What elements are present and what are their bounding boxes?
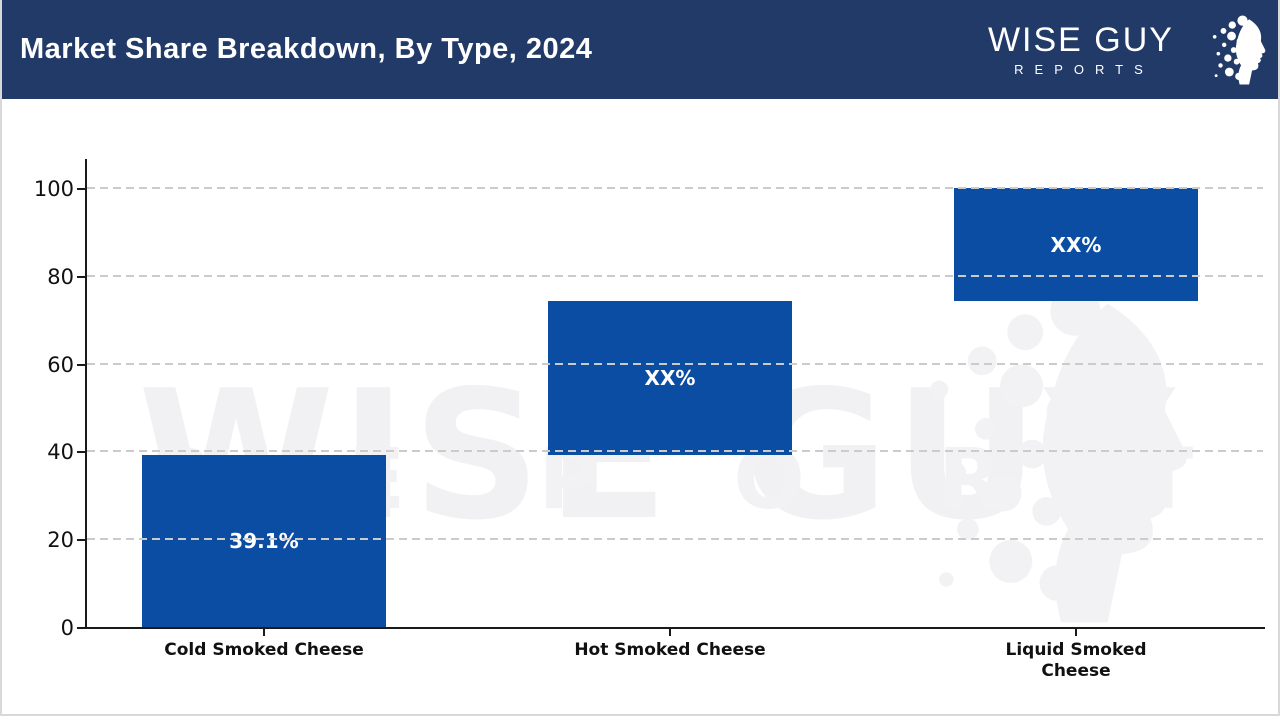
logo-subtitle: REPORTS bbox=[1014, 62, 1154, 77]
x-tick-mark bbox=[263, 629, 265, 636]
bar-value-label: 39.1% bbox=[229, 529, 299, 554]
header: Market Share Breakdown, By Type, 2024 WI… bbox=[0, 0, 1280, 99]
y-tick-label: 20 bbox=[47, 528, 74, 553]
y-tick-label: 60 bbox=[47, 352, 74, 377]
y-tick-mark bbox=[77, 451, 85, 454]
y-tick-mark bbox=[77, 539, 85, 542]
y-axis bbox=[85, 159, 87, 629]
bar-value-label: XX% bbox=[1050, 232, 1102, 257]
y-tick-label: 40 bbox=[47, 440, 74, 465]
logo-text: WISE GUY REPORTS bbox=[988, 23, 1174, 76]
plot-area: 39.1% XX% XX% 0 20 40 60 80 100 Cold Smoked Chees… bbox=[0, 99, 1280, 714]
x-tick-mark bbox=[669, 629, 671, 636]
x-tick-label: Liquid Smoked Cheese bbox=[1005, 640, 1147, 682]
y-tick-label: 80 bbox=[47, 264, 74, 289]
page-title: Market Share Breakdown, By Type, 2024 bbox=[20, 33, 593, 65]
y-tick-mark bbox=[77, 627, 85, 629]
wise-guy-reports-logo: WISE GUY REPORTS bbox=[988, 8, 1280, 92]
gridline-y80 bbox=[87, 274, 1263, 277]
y-tick-mark bbox=[77, 363, 85, 366]
watermark-face-dots bbox=[930, 285, 1187, 623]
logo-name: WISE GUY bbox=[987, 21, 1174, 59]
y-tick-mark bbox=[77, 188, 85, 190]
y-tick-mark bbox=[77, 275, 85, 278]
gridline-y60 bbox=[87, 362, 1263, 365]
gridline-y20 bbox=[87, 538, 1263, 541]
x-tick-label: Hot Smoked Cheese bbox=[574, 640, 766, 660]
x-tick-label: Cold Smoked Cheese bbox=[164, 640, 364, 660]
bar-3 bbox=[954, 188, 1198, 302]
y-tick-label: 0 bbox=[60, 616, 74, 640]
x-axis bbox=[85, 627, 1265, 629]
bar-value-label: XX% bbox=[644, 366, 696, 391]
gridline-y40 bbox=[87, 450, 1263, 453]
y-tick-label: 100 bbox=[33, 177, 74, 201]
gridline-y100 bbox=[87, 187, 1263, 189]
x-tick-mark bbox=[1075, 629, 1077, 636]
bar-2 bbox=[548, 301, 792, 456]
chart: WISE GUY R E P O R T S 39.1%XX%XX%020406… bbox=[0, 99, 1280, 714]
face-profile-dots-icon bbox=[1212, 15, 1266, 84]
bar-1 bbox=[142, 455, 386, 627]
